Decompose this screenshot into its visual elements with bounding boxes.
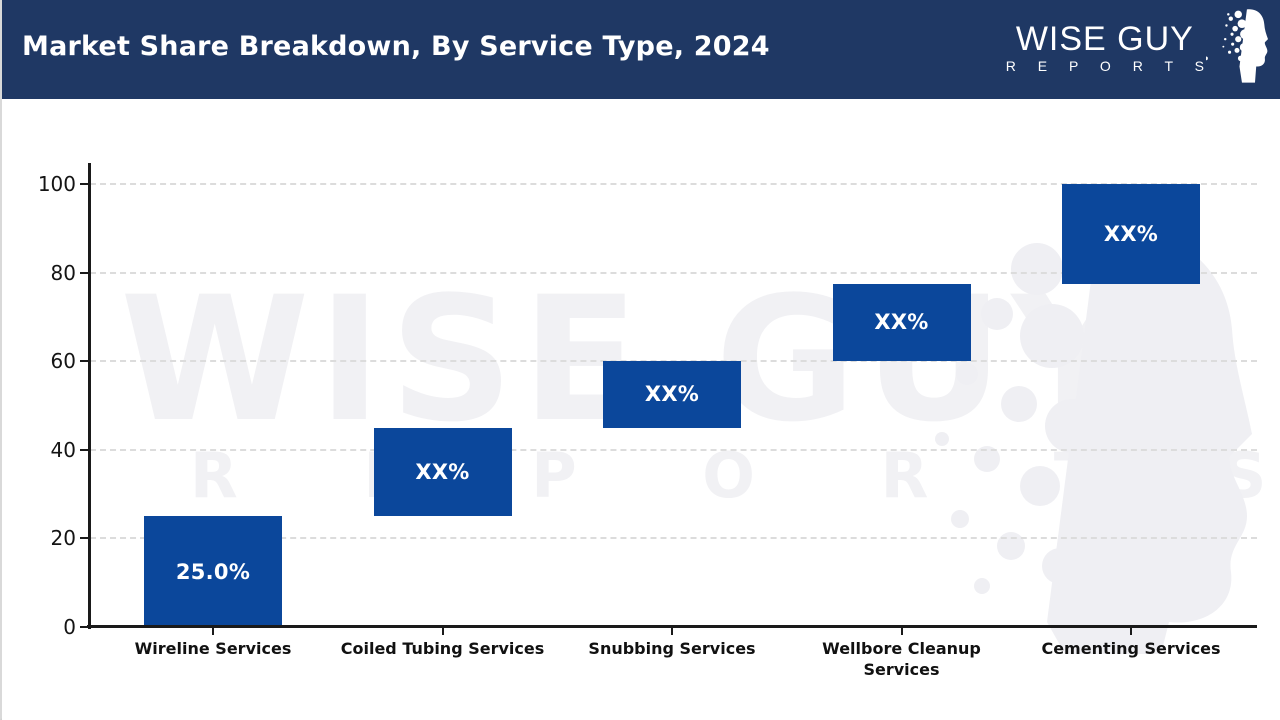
bar-value-label: XX% [644, 382, 700, 407]
bar-wellbore-cleanup-services: XX% [832, 283, 971, 362]
wise-guy-face-icon [1204, 6, 1268, 90]
bar-snubbing-services: XX% [603, 361, 741, 428]
x-tick-label-wireline-services: Wireline Services [134, 639, 292, 658]
bar-value-label: XX% [874, 310, 929, 335]
y-axis-line [88, 163, 91, 629]
brand-subtitle: R E P O R T S [1005, 57, 1213, 74]
x-tick-cementing-services [1130, 628, 1132, 635]
gridline-100 [90, 183, 1257, 185]
x-tick-snubbing-services [671, 628, 673, 635]
y-tick-60 [80, 360, 88, 363]
bar-wireline-services: 25.0% [144, 516, 282, 627]
y-tick-100 [80, 183, 88, 185]
gridline-80 [90, 271, 1257, 274]
gridline-40 [90, 448, 1257, 451]
brand-logo-text: WISE GUY R E P O R T S [1006, 22, 1204, 74]
chart-area: WISE GUY R E P O R T S 0 20 40 60 80 100 25.0%… [2, 99, 1280, 720]
bar-value-label: XX% [415, 459, 470, 484]
y-tick-label-100: 100 [37, 172, 76, 196]
y-tick-0 [80, 626, 88, 628]
brand-logo: WISE GUY R E P O R T S [1006, 6, 1268, 90]
y-tick-label-60: 60 [50, 349, 76, 374]
y-tick-40 [80, 448, 88, 451]
bar-value-label: 25.0% [175, 559, 251, 584]
gridline-20 [90, 537, 1257, 540]
x-tick-label-wellbore-cleanup-services: Wellbore Cleanup Services [822, 639, 981, 679]
brand-name: WISE GUY [1015, 19, 1194, 58]
y-tick-label-20: 20 [50, 526, 76, 551]
bar-cementing-services: XX% [1062, 184, 1200, 284]
x-tick-coiled-tubing-services [441, 628, 444, 635]
bar-coiled-tubing-services: XX% [373, 427, 512, 517]
page-title: Market Share Breakdown, By Service Type,… [22, 31, 770, 62]
x-tick-wellbore-cleanup-services [900, 628, 903, 635]
x-tick-label-cementing-services: Cementing Services [1041, 639, 1221, 658]
y-tick-80 [80, 271, 88, 274]
header-bar: Market Share Breakdown, By Service Type,… [2, 0, 1280, 99]
y-tick-20 [80, 537, 88, 540]
y-tick-label-40: 40 [50, 437, 76, 462]
x-axis-line [87, 625, 1257, 628]
x-tick-label-snubbing-services: Snubbing Services [588, 639, 756, 658]
y-tick-label-80: 80 [50, 260, 76, 285]
bar-value-label: XX% [1103, 221, 1159, 246]
x-tick-wireline-services [212, 628, 214, 635]
y-tick-label-0: 0 [63, 615, 76, 639]
x-tick-label-coiled-tubing-services: Coiled Tubing Services [340, 639, 545, 658]
